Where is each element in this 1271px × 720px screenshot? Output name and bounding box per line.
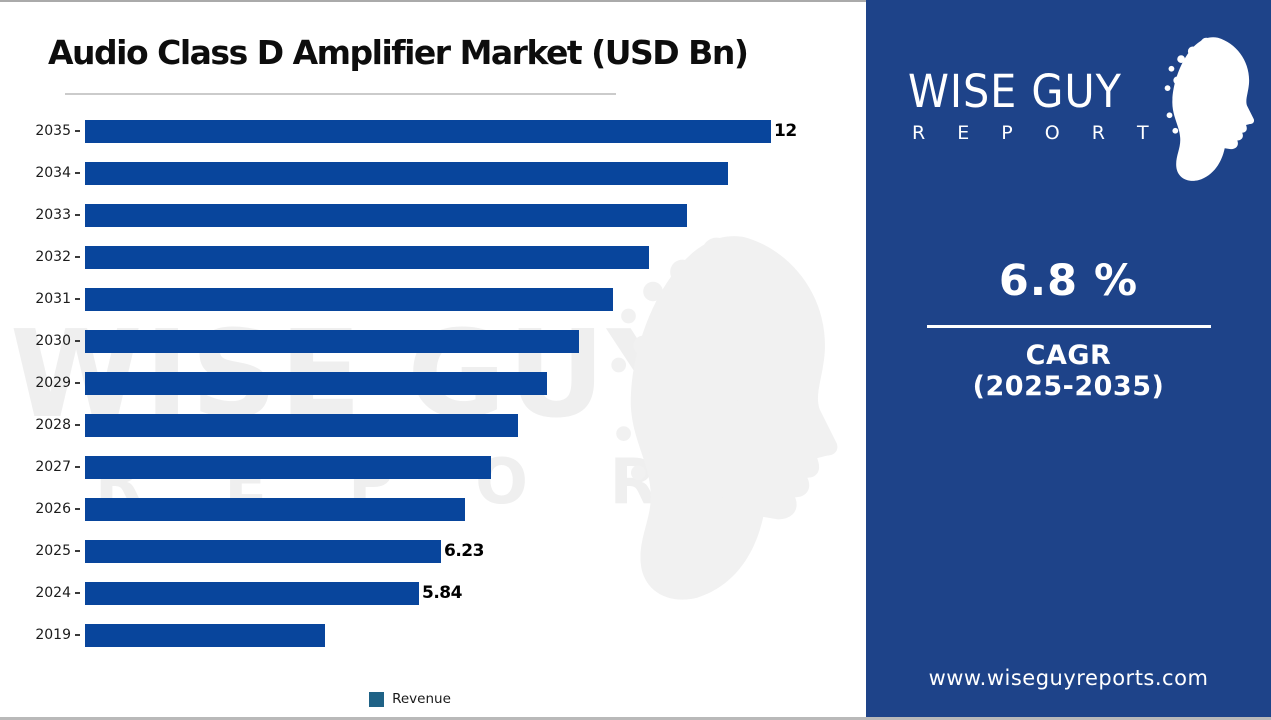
bar-row: 2029: [0, 362, 866, 404]
revenue-bar: [85, 581, 419, 605]
bottom-border-line: [0, 717, 1271, 720]
revenue-bar: [85, 455, 491, 479]
revenue-bar: [85, 371, 547, 395]
bar-row: 2027: [0, 446, 866, 488]
y-axis-tick-mark: [75, 214, 80, 216]
y-axis-tick-mark: [75, 424, 80, 426]
y-axis-tick-mark: [75, 592, 80, 594]
bar-value-label: 5.84: [422, 583, 462, 603]
wise-guy-reports-logo: WISE GUY R E P O R T S: [908, 30, 1263, 185]
y-axis-tick-label: 2030: [35, 333, 71, 349]
bar-row: 2030: [0, 320, 866, 362]
revenue-bar: [85, 203, 687, 227]
bar-row: 2026: [0, 488, 866, 530]
bar-value-label: 6.23: [444, 541, 484, 561]
title-underline: [65, 93, 616, 95]
legend-swatch-icon: [369, 691, 385, 707]
revenue-bar: [85, 287, 613, 311]
revenue-bar: [85, 623, 325, 647]
logo-wordmark: WISE GUY: [908, 65, 1122, 118]
y-axis-tick-label: 2029: [35, 375, 71, 391]
bar-row: 2028: [0, 404, 866, 446]
y-axis-tick-mark: [75, 382, 80, 384]
y-axis-tick-mark: [75, 634, 80, 636]
brand-panel: WISE GUY R E P O R T S 6.8 % CAGR (2025-…: [866, 0, 1271, 720]
revenue-bar: [85, 413, 518, 437]
y-axis-tick-mark: [75, 130, 80, 132]
y-axis-tick-label: 2024: [35, 585, 71, 601]
y-axis-tick-mark: [75, 298, 80, 300]
bar-row: 2024 5.84: [0, 572, 866, 614]
bar-row: 2019: [0, 614, 866, 656]
y-axis-tick-mark: [75, 508, 80, 510]
top-border-line: [0, 0, 866, 2]
y-axis-tick-label: 2035: [35, 123, 71, 139]
legend-label: Revenue: [392, 691, 451, 707]
logo-subtitle: R E P O R T S: [912, 122, 1206, 144]
y-axis-tick-mark: [75, 550, 80, 552]
y-axis-tick-label: 2031: [35, 291, 71, 307]
y-axis-tick-mark: [75, 172, 80, 174]
y-axis-tick-label: 2033: [35, 207, 71, 223]
bar-value-label: 12: [774, 121, 797, 141]
chart-legend: Revenue: [0, 691, 820, 707]
y-axis-tick-mark: [75, 340, 80, 342]
revenue-bar: [85, 539, 441, 563]
bar-row: 2025 6.23: [0, 530, 866, 572]
y-axis-tick-label: 2027: [35, 459, 71, 475]
revenue-bar: [85, 497, 465, 521]
bar-row: 2031: [0, 278, 866, 320]
y-axis-tick-label: 2028: [35, 417, 71, 433]
bar-row: 2034: [0, 152, 866, 194]
logo-text-block: WISE GUY R E P O R T S: [908, 65, 1206, 144]
revenue-bar: [85, 119, 771, 143]
bar-row: 2033: [0, 194, 866, 236]
y-axis-tick-label: 2026: [35, 501, 71, 517]
chart-title: Audio Class D Amplifier Market (USD Bn): [48, 33, 749, 72]
y-axis-tick-label: 2025: [35, 543, 71, 559]
bar-row: 2035 12: [0, 110, 866, 152]
revenue-bar: [85, 329, 579, 353]
y-axis-tick-mark: [75, 466, 80, 468]
revenue-bar: [85, 245, 649, 269]
revenue-bar: [85, 161, 728, 185]
chart-area: Audio Class D Amplifier Market (USD Bn) …: [0, 0, 866, 707]
cagr-period: (2025-2035): [972, 371, 1165, 402]
y-axis-tick-label: 2034: [35, 165, 71, 181]
cagr-value: 6.8 %: [998, 256, 1139, 306]
bar-row: 2032: [0, 236, 866, 278]
website-url: www.wiseguyreports.com: [928, 666, 1209, 690]
cagr-stats-block: 6.8 % CAGR (2025-2035): [866, 256, 1271, 402]
bar-chart-rows: 2035 12 2034 2033 2032 2031 2030 2029 2028 2027 20…: [0, 110, 866, 656]
y-axis-tick-label: 2032: [35, 249, 71, 265]
y-axis-tick-mark: [75, 256, 80, 258]
cagr-label: CAGR: [1025, 340, 1112, 371]
stats-divider-line: [926, 325, 1211, 328]
y-axis-tick-label: 2019: [35, 627, 71, 643]
